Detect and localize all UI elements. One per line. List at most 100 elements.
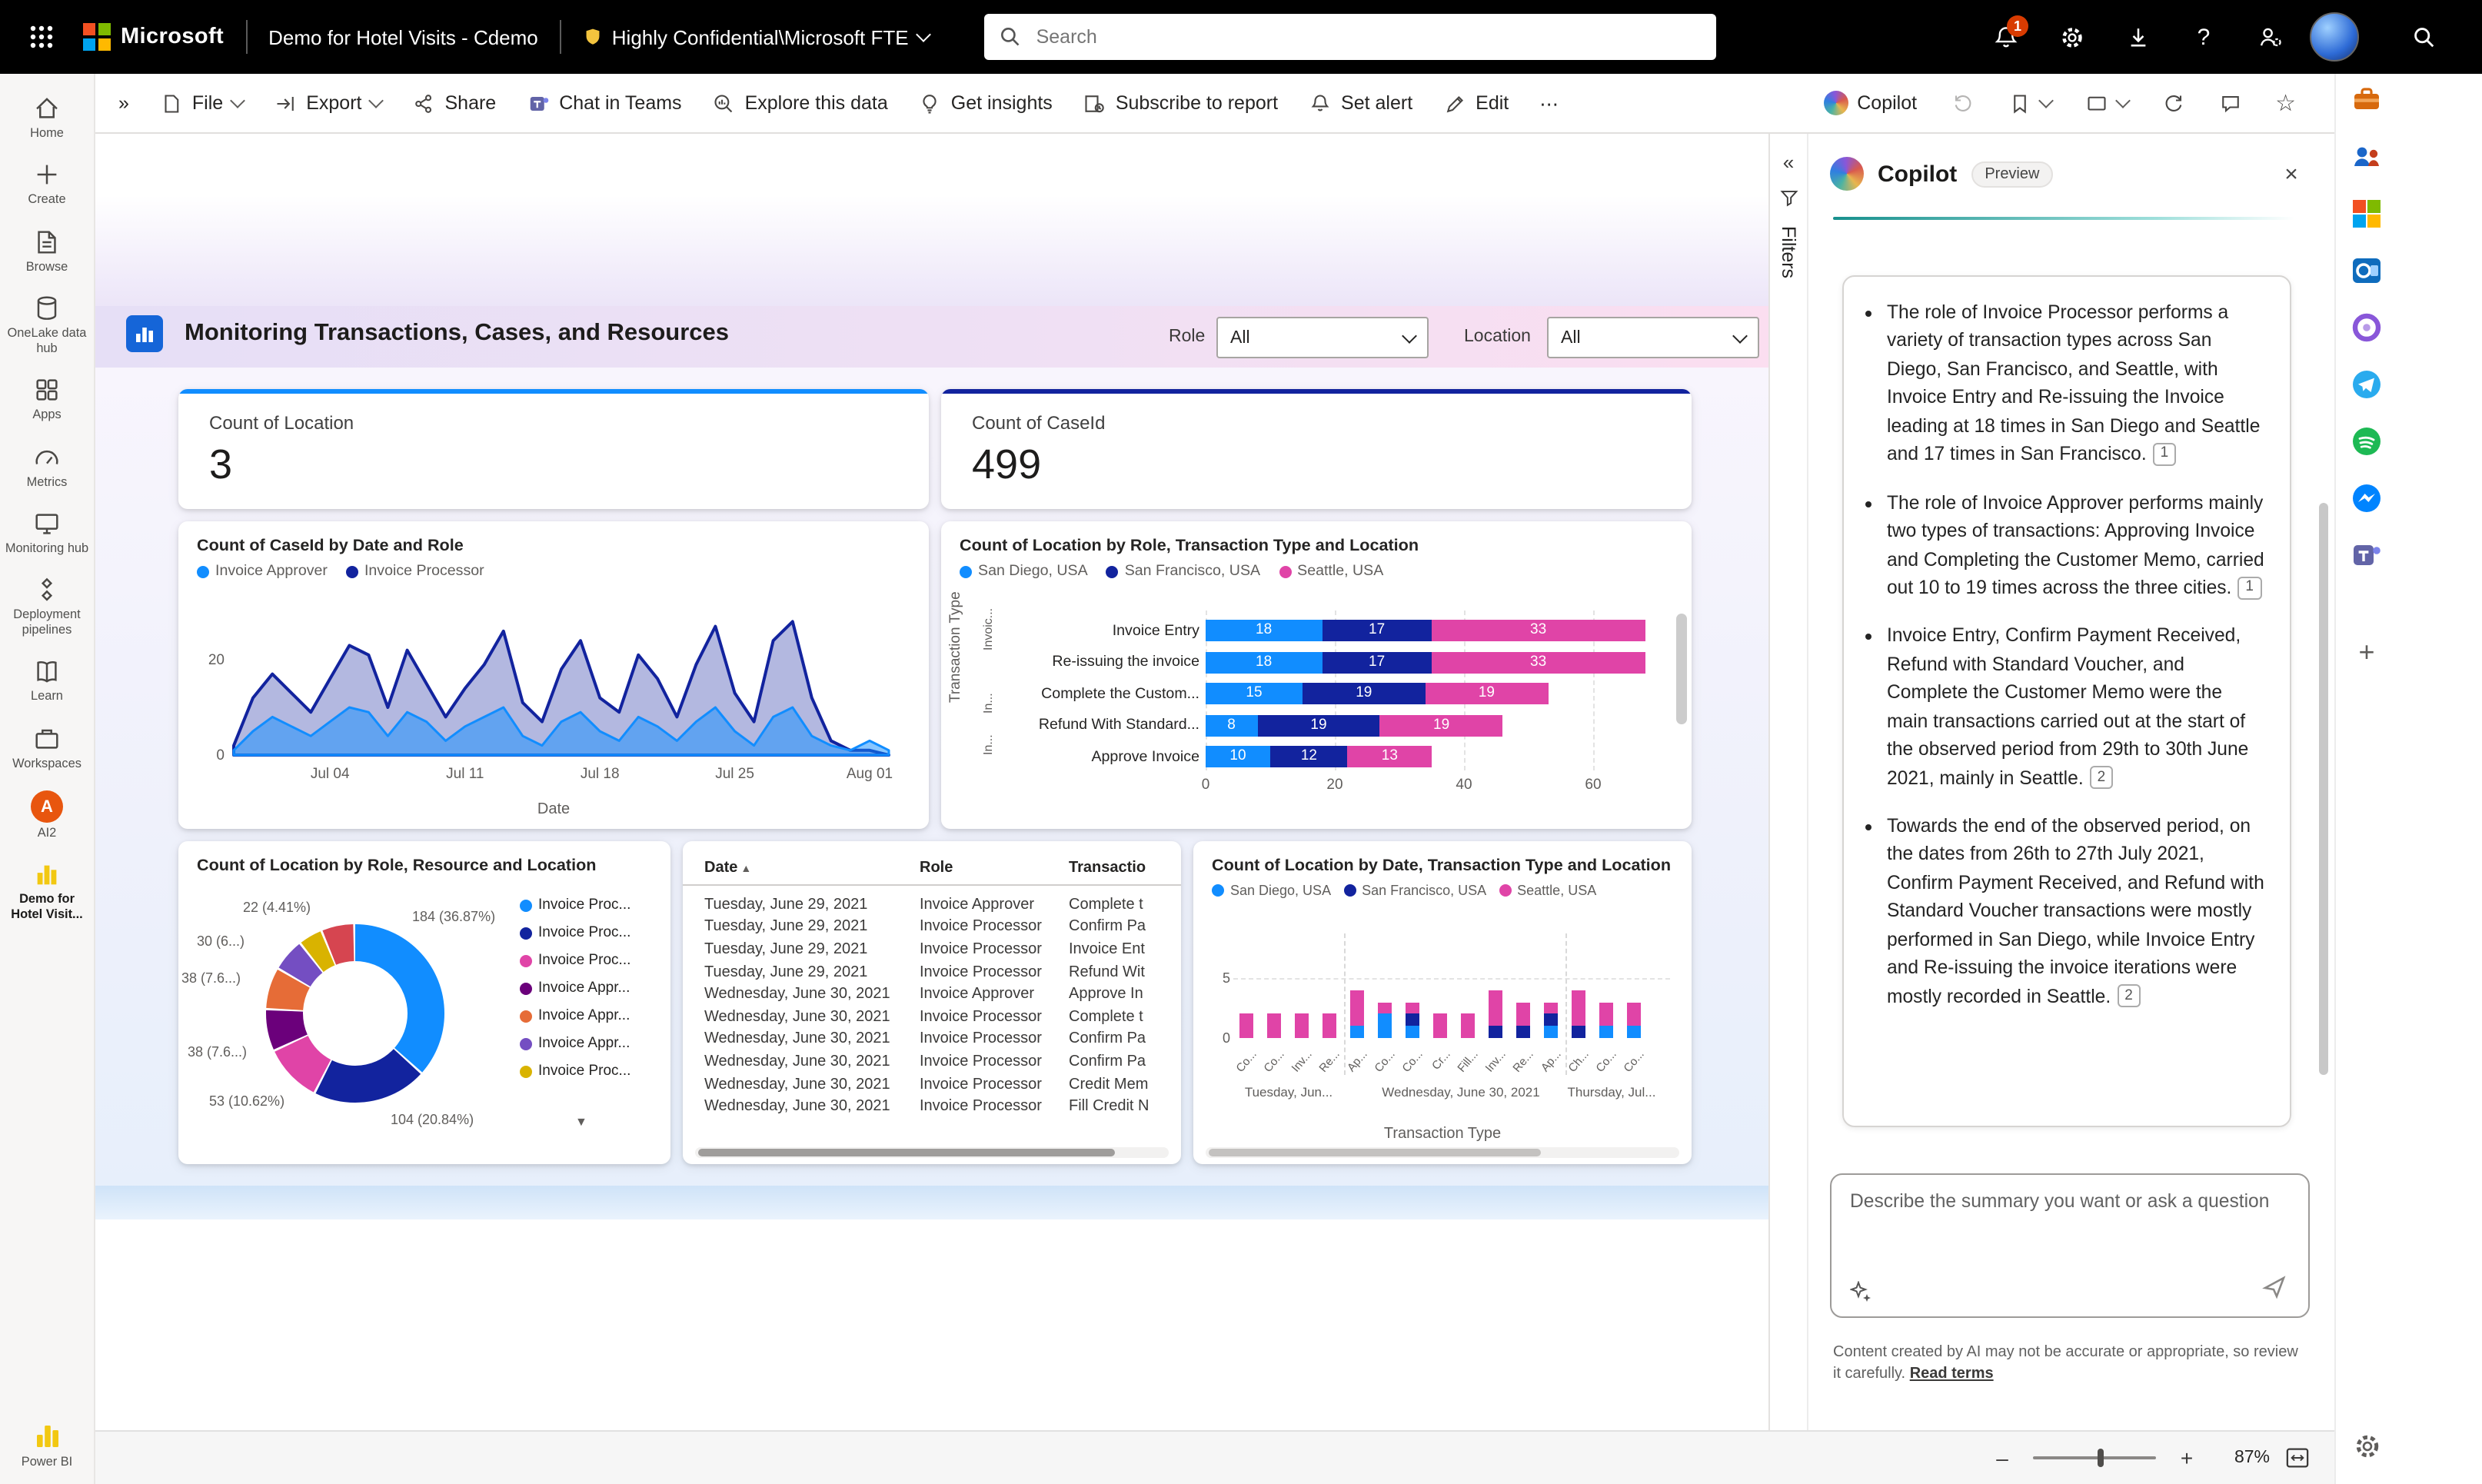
column-segment[interactable]	[1378, 1002, 1392, 1014]
zoom-in-button[interactable]: +	[2171, 1446, 2202, 1470]
table-row[interactable]: Tuesday, June 29, 2021 Invoice Processor C…	[683, 916, 1181, 938]
column-segment[interactable]	[1378, 1013, 1392, 1038]
bar-segment[interactable]: 15	[1206, 683, 1303, 704]
visual-horizontal-scrollbar[interactable]	[1206, 1147, 1679, 1158]
fit-to-page-icon[interactable]	[2285, 1447, 2310, 1469]
settings-button[interactable]	[2045, 11, 2098, 63]
area-chart[interactable]: 20 0 Jul 04 Jul 11 Jul 18 Jul 25 Aug 01	[178, 589, 929, 792]
visual-location-by-date-transaction-type[interactable]: Count of Location by Date, Transaction T…	[1193, 841, 1692, 1164]
spotify-icon[interactable]	[2350, 424, 2384, 458]
column-segment[interactable]	[1406, 1002, 1419, 1014]
legend-item[interactable]: Invoice Proc...	[520, 924, 630, 941]
legend-item[interactable]: Invoice Appr...	[520, 1007, 630, 1024]
column-segment[interactable]	[1406, 1026, 1419, 1038]
column-segment[interactable]	[1461, 1013, 1475, 1038]
citation-badge[interactable]: 1	[2152, 442, 2177, 466]
role-slicer[interactable]: All	[1216, 317, 1429, 358]
legend-item[interactable]: San Francisco, USA	[1106, 563, 1260, 580]
table-row[interactable]: Tuesday, June 29, 2021 Invoice Processor I…	[683, 938, 1181, 960]
copilot-toolbar-button[interactable]: Copilot	[1809, 80, 1931, 126]
copilot-prompt-input[interactable]	[1832, 1175, 2308, 1264]
outlook-icon[interactable]	[2350, 254, 2384, 288]
visual-caseid-by-date-and-role[interactable]: Count of CaseId by Date and Role Invoice…	[178, 521, 929, 829]
kpi-card-count-of-caseid[interactable]: Count of CaseId 499	[941, 389, 1692, 509]
bar-segment[interactable]: 19	[1379, 714, 1503, 736]
filter-funnel-icon[interactable]	[1778, 188, 1798, 208]
send-button[interactable]	[2256, 1269, 2293, 1306]
visual-location-by-role-transaction-type[interactable]: Count of Location by Role, Transaction T…	[941, 521, 1692, 829]
bar-segment[interactable]: 17	[1322, 651, 1432, 673]
column-segment[interactable]	[1239, 1013, 1253, 1038]
sidebar-item-apps[interactable]: Apps	[2, 368, 91, 431]
briefcase-icon[interactable]	[2350, 83, 2384, 117]
sidebar-item-metrics[interactable]: Metrics	[2, 434, 91, 498]
sidebar-item-ai2-workspace[interactable]: A AI2	[2, 783, 91, 850]
microsoft-logo[interactable]: Microsoft	[83, 23, 224, 51]
bar-segment[interactable]: 10	[1206, 746, 1270, 767]
legend-item[interactable]: Invoice Proc...	[520, 952, 630, 969]
column-segment[interactable]	[1516, 1026, 1530, 1038]
people-icon[interactable]	[2350, 140, 2384, 174]
filters-pane-label[interactable]: Filters	[1778, 226, 1799, 279]
sparkle-icon[interactable]	[1850, 1281, 1871, 1303]
citation-badge[interactable]: 1	[2237, 576, 2261, 600]
microsoft-365-icon[interactable]	[2350, 197, 2384, 231]
teams-sidebar-icon[interactable]	[2350, 538, 2384, 572]
bar-segment[interactable]: 19	[1425, 683, 1549, 704]
bookmarks-button[interactable]	[1994, 80, 2064, 126]
column-segment[interactable]	[1572, 1026, 1585, 1038]
edge-sidebar-search-icon[interactable]	[2399, 12, 2448, 62]
legend-item[interactable]: Invoice Approver	[197, 563, 328, 580]
column-segment[interactable]	[1572, 990, 1585, 1026]
legend-item[interactable]: Seattle, USA	[1279, 563, 1383, 580]
share-button[interactable]: Share	[399, 80, 511, 126]
column-segment[interactable]	[1627, 1026, 1641, 1038]
set-alert-button[interactable]: Set alert	[1295, 80, 1426, 126]
table-horizontal-scrollbar[interactable]	[695, 1147, 1169, 1158]
scrollbar-thumb[interactable]	[698, 1149, 1116, 1156]
messenger-icon[interactable]	[2350, 481, 2384, 515]
column-segment[interactable]	[1599, 1026, 1613, 1038]
legend-item[interactable]: Invoice Appr...	[520, 980, 630, 997]
person-gear-icon[interactable]	[2244, 11, 2296, 63]
bar-segment[interactable]: 19	[1257, 714, 1380, 736]
donut-chart[interactable]	[178, 881, 532, 1164]
table-row[interactable]: Wednesday, June 30, 2021 Invoice Processo…	[683, 1096, 1181, 1118]
legend-item[interactable]: Invoice Appr...	[520, 1035, 630, 1052]
close-copilot-button[interactable]: ×	[2270, 152, 2313, 195]
legend-item[interactable]: Seattle, USA	[1499, 883, 1596, 898]
avatar[interactable]	[2310, 12, 2359, 62]
sidebar-item-workspaces[interactable]: Workspaces	[2, 716, 91, 780]
reset-view-button[interactable]	[1937, 80, 1988, 126]
area-series[interactable]	[232, 706, 890, 757]
report-name[interactable]: Demo for Hotel Visits - Cdemo	[268, 25, 538, 48]
explore-button[interactable]: Explore this data	[699, 80, 902, 126]
refresh-button[interactable]	[2148, 80, 2198, 126]
sidebar-item-create[interactable]: Create	[2, 153, 91, 217]
visual-scrollbar[interactable]	[1676, 614, 1687, 724]
table-row[interactable]: Tuesday, June 29, 2021 Invoice Approver Co…	[683, 893, 1181, 916]
sidebar-item-home[interactable]: Home	[2, 86, 91, 150]
table-row[interactable]: Tuesday, June 29, 2021 Invoice Processor R…	[683, 961, 1181, 983]
legend-item[interactable]: San Francisco, USA	[1343, 883, 1486, 898]
citation-badge[interactable]: 2	[2089, 766, 2114, 790]
table-row[interactable]: Wednesday, June 30, 2021 Invoice Processo…	[683, 1028, 1181, 1050]
column-header-transaction[interactable]: Transactio	[1069, 860, 1146, 877]
column-segment[interactable]	[1544, 1013, 1558, 1026]
scrollbar-thumb[interactable]	[1209, 1149, 1541, 1156]
copilot-scrollbar[interactable]	[2319, 503, 2328, 1075]
favorite-button[interactable]: ☆	[2261, 80, 2310, 126]
bar-segment[interactable]: 13	[1347, 746, 1432, 767]
column-segment[interactable]	[1267, 1013, 1281, 1038]
sidebar-item-onelake-data-hub[interactable]: OneLake data hub	[2, 287, 91, 365]
zoom-slider-thumb[interactable]	[2097, 1449, 2104, 1467]
export-menu[interactable]: Export	[260, 80, 395, 126]
legend-item[interactable]: Invoice Proc...	[520, 897, 630, 913]
donut-slice[interactable]	[266, 924, 444, 1103]
column-segment[interactable]	[1350, 990, 1364, 1026]
kpi-card-count-of-location[interactable]: Count of Location 3	[178, 389, 929, 509]
table-row[interactable]: Wednesday, June 30, 2021 Invoice Processo…	[683, 1050, 1181, 1073]
subscribe-button[interactable]: Subscribe to report	[1070, 80, 1292, 126]
column-segment[interactable]	[1544, 1026, 1558, 1038]
sidebar-settings-icon[interactable]	[2350, 1429, 2384, 1462]
